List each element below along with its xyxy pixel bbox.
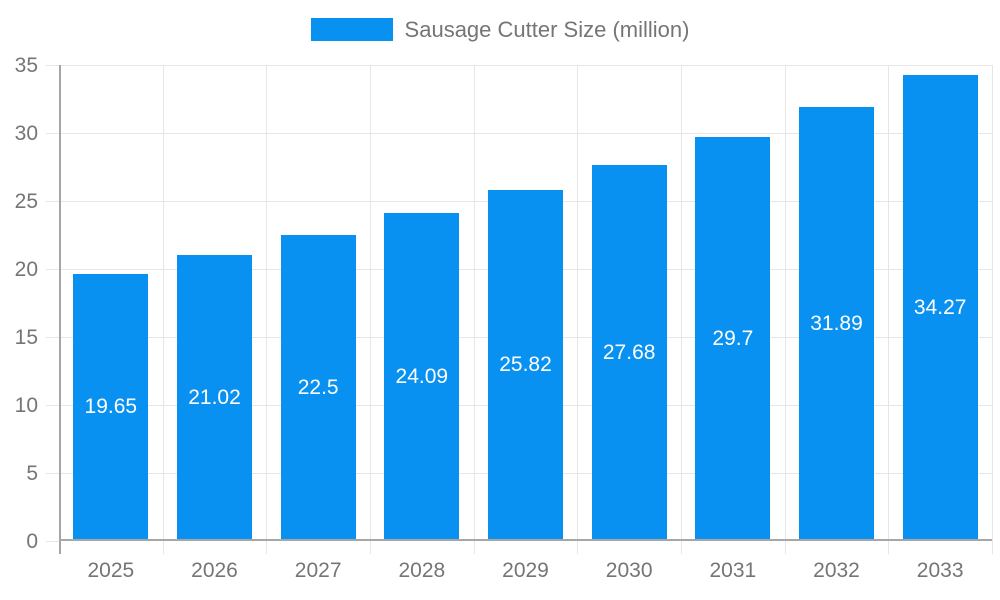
bar[interactable]	[591, 164, 667, 541]
y-tick	[46, 65, 59, 66]
v-gridline	[266, 65, 267, 554]
bar-value-label: 31.89	[810, 312, 863, 336]
y-tick	[46, 405, 59, 406]
x-tick-label: 2026	[191, 559, 238, 582]
v-gridline	[992, 65, 993, 554]
bar[interactable]	[280, 235, 356, 541]
y-tick	[46, 337, 59, 338]
legend[interactable]: Sausage Cutter Size (million)	[0, 18, 1000, 41]
y-tick-label: 25	[14, 189, 38, 213]
bar[interactable]	[73, 273, 149, 541]
y-tick-label: 20	[14, 257, 38, 281]
x-tick-label: 2028	[398, 559, 446, 582]
y-tick	[46, 133, 59, 134]
y-tick	[46, 473, 59, 474]
y-tick-label: 30	[14, 121, 38, 145]
v-gridline	[163, 65, 164, 554]
h-gridline	[59, 133, 992, 134]
bar[interactable]	[384, 213, 460, 541]
bar-value-label: 22.5	[297, 376, 339, 399]
x-tick-label: 2033	[916, 559, 964, 582]
y-tick	[46, 201, 59, 202]
x-axis-line	[59, 539, 992, 541]
bar-value-label: 25.82	[499, 353, 552, 377]
bar[interactable]	[902, 74, 978, 541]
bar-value-label: 19.65	[84, 395, 138, 419]
x-tick-label: 2029	[502, 559, 549, 582]
y-tick-label: 35	[14, 53, 38, 77]
bar-value-label: 34.27	[913, 295, 967, 319]
x-tick-label: 2025	[87, 559, 135, 582]
x-tick-label: 2031	[709, 559, 757, 582]
legend-swatch	[310, 18, 393, 41]
y-tick	[46, 269, 59, 270]
v-gridline	[577, 65, 578, 554]
plot-area: 0 5 10 15 20 25 30 35 19.65 2025 21.02 2026 22.5 2027…	[15, 55, 993, 582]
y-tick-label: 5	[26, 461, 38, 485]
legend-label: Sausage Cutter Size (million)	[404, 16, 690, 42]
x-tick-label: 2030	[605, 559, 653, 582]
x-tick-label: 2032	[813, 559, 860, 582]
v-gridline	[785, 65, 786, 554]
v-gridline	[370, 65, 371, 554]
y-tick-label: 10	[14, 393, 38, 417]
h-gridline	[59, 65, 992, 66]
y-tick	[46, 541, 59, 542]
v-gridline	[888, 65, 889, 554]
bar[interactable]	[488, 189, 563, 541]
bar[interactable]	[177, 255, 252, 541]
y-tick-label: 0	[26, 529, 38, 553]
bar-value-label: 21.02	[188, 386, 241, 410]
bar[interactable]	[799, 107, 874, 541]
y-axis-line	[59, 65, 61, 554]
bar-value-label: 29.7	[712, 327, 754, 351]
y-tick-label: 15	[14, 325, 38, 349]
bar-value-label: 24.09	[395, 365, 449, 389]
v-gridline	[474, 65, 475, 554]
bar[interactable]	[695, 137, 771, 541]
x-tick-label: 2027	[294, 559, 342, 582]
v-gridline	[681, 65, 682, 554]
bar-value-label: 27.68	[602, 340, 656, 364]
